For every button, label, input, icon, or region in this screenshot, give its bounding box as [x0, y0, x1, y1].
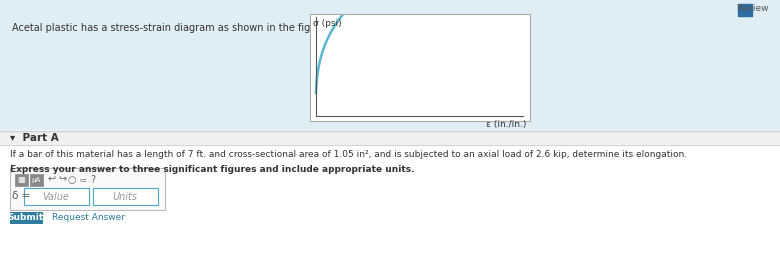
Text: Express your answer to three significant figures and include appropriate units.: Express your answer to three significant… [10, 165, 414, 174]
Text: µA: µA [32, 177, 41, 183]
FancyBboxPatch shape [15, 174, 28, 186]
FancyBboxPatch shape [10, 168, 165, 210]
Text: Units: Units [112, 192, 137, 202]
Text: ▾  Part A: ▾ Part A [10, 133, 58, 142]
Text: Submit: Submit [8, 213, 44, 222]
FancyBboxPatch shape [10, 212, 43, 224]
Text: σ = 9.5(10³)ε¹/³: σ = 9.5(10³)ε¹/³ [0, 253, 1, 254]
Text: ↩: ↩ [48, 175, 56, 185]
Text: Acetal plastic has a stress-strain diagram as shown in the figure below.: Acetal plastic has a stress-strain diagr… [12, 23, 360, 33]
Bar [24, 188, 89, 205]
Text: ▦: ▦ [18, 175, 26, 184]
Bar [0, 131, 780, 145]
Text: ↪: ↪ [58, 175, 66, 185]
FancyBboxPatch shape [30, 174, 43, 186]
Text: ▭: ▭ [80, 177, 87, 183]
Text: ε (in./in.): ε (in./in.) [486, 120, 526, 129]
Bar [738, 4, 752, 15]
Text: Request Answer: Request Answer [52, 213, 125, 222]
Text: δ =: δ = [12, 191, 30, 201]
Text: ?: ? [90, 175, 96, 185]
Text: Value: Value [43, 192, 69, 202]
Bar [93, 188, 158, 205]
Text: If a bar of this material has a length of 7 ft. and cross-sectional area of 1.05: If a bar of this material has a length o… [10, 150, 687, 158]
Text: ○: ○ [68, 175, 76, 185]
Text: Review: Review [736, 4, 768, 13]
Text: σ (psi): σ (psi) [313, 19, 342, 28]
